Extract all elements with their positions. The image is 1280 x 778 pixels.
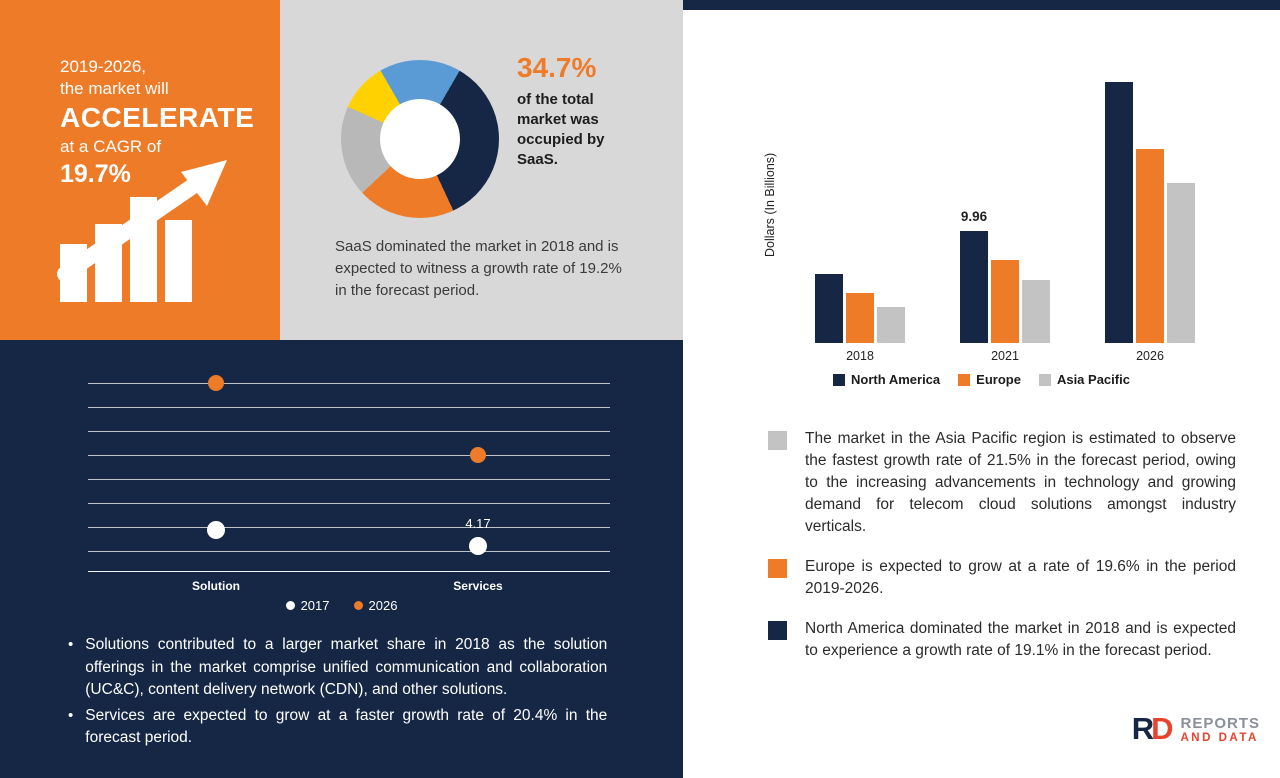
promo-headline: ACCELERATE <box>60 102 255 133</box>
bar-chart-legend: North America Europe Asia Pacific <box>683 372 1280 387</box>
reports-and-data-logo: RD REPORTS AND DATA <box>1132 712 1260 746</box>
segment-notes: Solutions contributed to a larger market… <box>68 634 613 753</box>
saas-note: SaaS dominated the market in 2018 and is… <box>335 238 622 299</box>
bar-group-2018 <box>815 274 905 343</box>
legend-dot-white <box>285 601 295 610</box>
gridline <box>88 479 610 480</box>
bar-europe-2018 <box>846 293 874 343</box>
logo-name-top: REPORTS <box>1180 714 1260 732</box>
regional-bar-chart: 2018 9.96 2021 2026 <box>683 73 1280 363</box>
legend-2026: 2026 <box>353 598 398 613</box>
legend-label-north-america: North America <box>851 372 941 387</box>
dot-2017-services <box>469 536 487 555</box>
north-america-swatch <box>768 621 787 640</box>
bar-north-america-2018 <box>815 274 843 343</box>
regional-notes: The market in the Asia Pacific region is… <box>768 428 1236 680</box>
regional-note-north-america: North America dominated the market in 20… <box>768 618 1236 662</box>
saas-donut-chart <box>341 60 499 218</box>
saas-panel: 34.7% of the total market was occupied b… <box>280 0 683 340</box>
category-label-services: Services <box>453 579 503 593</box>
bar-asia-pacific-2021 <box>1022 280 1050 343</box>
legend-north-america: North America <box>833 372 940 387</box>
promo-period: 2019-2026, <box>60 57 147 76</box>
logo-monogram-d: D <box>1151 711 1173 746</box>
logo-monogram-r: R <box>1131 711 1154 746</box>
gridline <box>88 455 610 456</box>
logo-monogram: RD <box>1131 711 1174 746</box>
promo-intro: the market will <box>60 79 169 98</box>
segment-panel: Solution Services 4.17 2017 2026 Solutions… <box>0 340 683 778</box>
donut-hole <box>380 99 460 179</box>
bar-asia-pacific-2018 <box>877 307 905 343</box>
gridline <box>88 527 610 528</box>
cagr-panel: 2019-2026, the market will ACCELERATE at… <box>0 0 280 340</box>
bar-north-america-2026 <box>1105 82 1133 343</box>
legend-2017: 2017 <box>285 598 330 613</box>
dot-value-label: 4.17 <box>465 515 491 531</box>
promo-cagr-value: 19.7% <box>60 160 131 188</box>
dot-2026-services <box>470 447 486 464</box>
bar-europe-2021 <box>991 260 1019 343</box>
regional-note-text: North America dominated the market in 20… <box>805 620 1236 659</box>
legend-europe: Europe <box>958 372 1021 387</box>
regional-note-text: The market in the Asia Pacific region is… <box>805 430 1236 535</box>
category-label-solution: Solution <box>192 579 240 593</box>
logo-name-bottom: AND DATA <box>1180 731 1259 744</box>
x-axis-line <box>88 571 610 572</box>
segment-note-services: Services are expected to grow at a faste… <box>68 705 613 750</box>
legend-label-2026: 2026 <box>368 598 398 613</box>
x-axis-label-2018: 2018 <box>846 349 874 363</box>
growth-arrow-icon <box>57 160 227 302</box>
bar-europe-2026 <box>1136 149 1164 343</box>
bar-value-label: 9.96 <box>960 209 988 224</box>
legend-swatch-navy <box>833 373 846 386</box>
saas-share-caption: of the total market was occupied by SaaS… <box>517 91 605 168</box>
regional-panel: Dollars (In Billions) 2018 9.96 2021 2026 N… <box>683 0 1280 778</box>
saas-share-value: 34.7% <box>517 52 597 83</box>
gridline <box>88 383 610 384</box>
regional-note-asia-pacific: The market in the Asia Pacific region is… <box>768 428 1236 538</box>
segment-note-solutions: Solutions contributed to a larger market… <box>68 634 613 702</box>
segment-dot-chart: Solution Services 4.17 <box>88 375 610 613</box>
gridline <box>88 407 610 408</box>
segment-note-text: Solutions contributed to a larger market… <box>85 636 608 698</box>
dot-chart-legend: 2017 2026 <box>0 598 683 613</box>
europe-swatch <box>768 559 787 578</box>
legend-asia-pacific: Asia Pacific <box>1038 372 1130 387</box>
logo-wordmark: REPORTS AND DATA <box>1180 715 1260 744</box>
regional-note-europe: Europe is expected to grow at a rate of … <box>768 556 1236 600</box>
legend-label-asia-pacific: Asia Pacific <box>1056 372 1130 387</box>
gridline <box>88 503 610 504</box>
promo-cagr-label: at a CAGR of <box>60 137 162 156</box>
legend-label-europe: Europe <box>976 372 1021 387</box>
legend-label-2017: 2017 <box>300 598 330 613</box>
bar-group-2021: 9.96 <box>960 209 1050 343</box>
legend-swatch-orange <box>958 373 971 386</box>
bar-asia-pacific-2026 <box>1167 183 1195 343</box>
x-axis-label-2021: 2021 <box>991 349 1019 363</box>
segment-note-text: Services are expected to grow at a faste… <box>85 706 608 747</box>
legend-dot-orange <box>353 601 363 610</box>
bar-north-america-2021: 9.96 <box>960 209 988 343</box>
top-accent-strip <box>683 0 1280 10</box>
bar-group-2026 <box>1105 82 1195 343</box>
legend-swatch-gray <box>1038 373 1051 386</box>
dot-2026-solution <box>208 375 224 391</box>
regional-note-text: Europe is expected to grow at a rate of … <box>805 558 1236 597</box>
gridline <box>88 551 610 552</box>
dot-2017-solution <box>207 521 225 539</box>
asia-pacific-swatch <box>768 431 787 450</box>
x-axis-label-2026: 2026 <box>1136 349 1164 363</box>
gridline <box>88 431 610 432</box>
